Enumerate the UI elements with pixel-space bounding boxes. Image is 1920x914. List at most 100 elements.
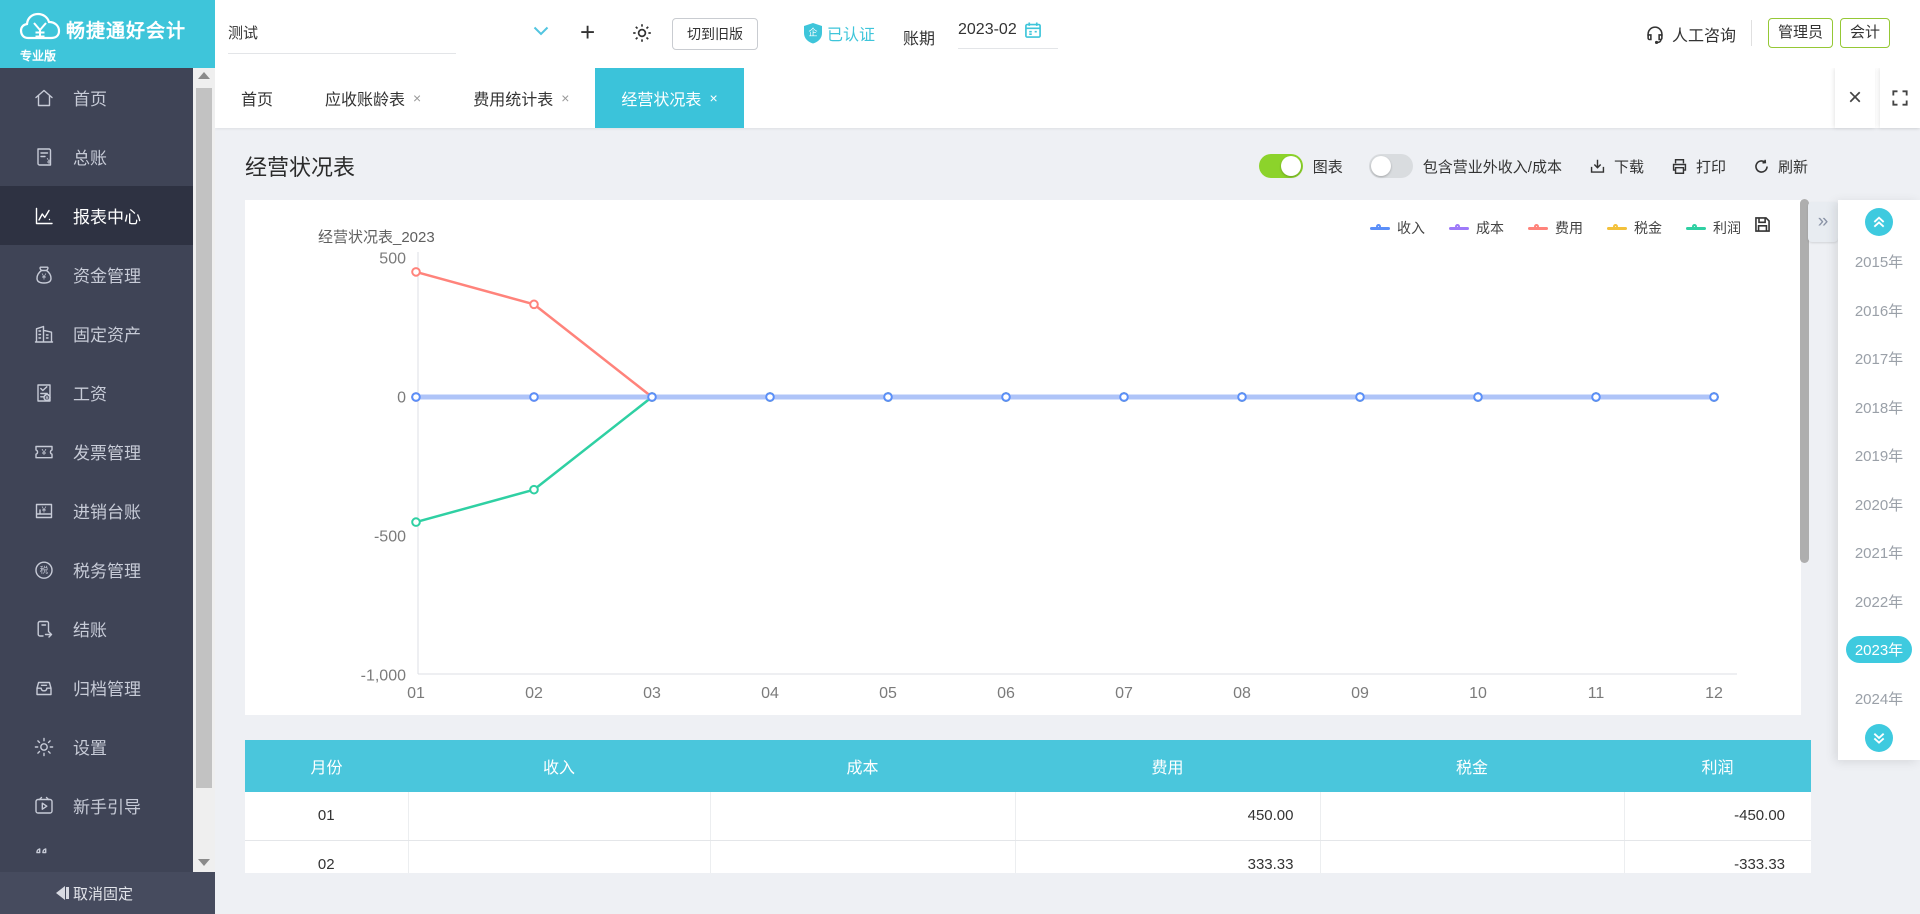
legend-item-费用[interactable]: 费用: [1528, 218, 1583, 238]
table-cell: -333.33: [1623, 840, 1811, 873]
add-account-set-button[interactable]: +: [580, 17, 596, 47]
sidebar-item-新手引导[interactable]: 新手引导: [0, 776, 193, 835]
collapse-year-panel-handle[interactable]: »: [1808, 202, 1838, 242]
year-item-2020年[interactable]: 2020年: [1854, 496, 1904, 514]
tab-bar: 首页 应收账龄表 × 费用统计表 × 经营状况表 ×: [215, 68, 1920, 128]
scroll-down-arrow-icon[interactable]: [198, 859, 210, 866]
calendar-icon[interactable]: [1023, 20, 1043, 40]
switch-to-old-version-button[interactable]: 切到旧版: [672, 18, 758, 50]
year-item-2015年[interactable]: 2015年: [1854, 254, 1904, 271]
settings-icon: [32, 735, 56, 759]
print-button[interactable]: 打印: [1670, 156, 1726, 177]
brand-edition: 专业版: [20, 49, 57, 63]
sidebar-item-总账[interactable]: ¥ 总账: [0, 127, 193, 186]
year-item-2021年[interactable]: 2021年: [1854, 545, 1904, 563]
tab-label: 经营状况表: [621, 92, 702, 109]
sidebar-item-label: 结账: [73, 621, 107, 640]
table-cell: [407, 792, 710, 841]
years-scroll-down-button[interactable]: [1865, 724, 1893, 752]
chart-toggle-label: 图表: [1312, 158, 1343, 176]
year-item-2019年[interactable]: 2019年: [1854, 448, 1904, 466]
asset-icon: [32, 322, 56, 346]
include-nonoperating-toggle[interactable]: [1368, 154, 1413, 178]
svg-text:¥: ¥: [41, 272, 47, 281]
role-badge-admin[interactable]: 管理员: [1768, 18, 1834, 48]
year-item-2024年[interactable]: 2024年: [1854, 690, 1904, 708]
tab-经营状况表[interactable]: 经营状况表 ×: [595, 68, 744, 128]
period-picker[interactable]: 2023-02: [958, 20, 1058, 49]
content-scrollbar-thumb[interactable]: [1800, 199, 1809, 563]
account-set-selector[interactable]: 测试: [228, 22, 456, 54]
sidebar-item-工资[interactable]: ¥ 工资: [0, 363, 193, 422]
chevron-down-icon[interactable]: [533, 26, 549, 36]
sidebar-item-发票管理[interactable]: ¥ 发票管理: [0, 422, 193, 481]
sidebar-scrollbar[interactable]: [193, 68, 215, 872]
legend-item-收入[interactable]: 收入: [1370, 218, 1425, 238]
page-title: 经营状况表: [245, 155, 356, 180]
sidebar-scrollbar-thumb[interactable]: [196, 88, 212, 788]
sidebar-item-设置[interactable]: 设置: [0, 717, 193, 776]
chart-toggle[interactable]: [1258, 154, 1303, 178]
fullscreen-button[interactable]: [1880, 68, 1920, 128]
sidebar-item-partial[interactable]: [0, 835, 193, 857]
sidebar-item-结账[interactable]: 结账: [0, 599, 193, 658]
sidebar-item-label: 资金管理: [73, 267, 141, 286]
year-item-2018年[interactable]: 2018年: [1854, 399, 1904, 417]
tab-close-icon[interactable]: ×: [561, 90, 570, 106]
sidebar-item-资金管理[interactable]: ¥ 资金管理: [0, 245, 193, 304]
tab-label: 应收账龄表: [325, 92, 406, 109]
save-chart-icon[interactable]: [1752, 214, 1773, 235]
svg-text:04: 04: [761, 685, 779, 702]
unpin-label: 取消固定: [73, 885, 134, 903]
table-row[interactable]: 02 333.33 -333.33: [245, 840, 1811, 873]
refresh-button[interactable]: 刷新: [1752, 156, 1808, 177]
year-item-2016年[interactable]: 2016年: [1854, 302, 1904, 320]
sidebar-item-label: 工资: [73, 385, 107, 404]
period-label: 账期: [903, 31, 936, 48]
sidebar-item-归档管理[interactable]: 归档管理: [0, 658, 193, 717]
years-scroll-up-button[interactable]: [1865, 208, 1893, 236]
close-tab-button[interactable]: ×: [1835, 68, 1875, 128]
human-support-link[interactable]: 人工咨询: [1644, 22, 1736, 46]
home-icon: [32, 86, 56, 110]
legend-item-利润[interactable]: 利润: [1686, 218, 1741, 238]
sidebar-item-进销台账[interactable]: ¥ 进销台账: [0, 481, 193, 540]
tab-首页[interactable]: 首页: [215, 68, 299, 128]
sidebar-item-label: 固定资产: [73, 326, 141, 345]
sidebar-item-首页[interactable]: 首页: [0, 68, 193, 127]
certified-badge: 企 已认证: [803, 21, 875, 45]
unpin-sidebar-button[interactable]: 取消固定: [0, 872, 215, 914]
tab-close-icon[interactable]: ×: [413, 90, 422, 106]
headset-icon: [1647, 26, 1663, 45]
year-item-2023年[interactable]: 2023年: [1845, 636, 1913, 664]
legend-item-成本[interactable]: 成本: [1449, 218, 1504, 238]
role-badge-accountant[interactable]: 会计: [1840, 18, 1891, 48]
download-button[interactable]: 下载: [1588, 156, 1644, 177]
sidebar-item-label: 总账: [73, 149, 107, 168]
salary-icon: ¥: [32, 381, 56, 405]
sidebar-item-报表中心[interactable]: 报表中心: [0, 186, 193, 245]
tax-icon: 税: [32, 558, 56, 582]
year-item-2017年[interactable]: 2017年: [1854, 351, 1904, 369]
legend-label: 利润: [1713, 220, 1741, 236]
period-value[interactable]: 2023-02: [958, 21, 1017, 38]
column-header-费用: 费用: [1015, 740, 1320, 792]
table-row[interactable]: 01 450.00 -450.00: [245, 792, 1811, 841]
year-item-2022年[interactable]: 2022年: [1854, 593, 1904, 611]
tab-应收账龄表[interactable]: 应收账龄表 ×: [299, 68, 447, 128]
legend-label: 费用: [1555, 220, 1583, 236]
svg-text:¥: ¥: [41, 446, 47, 456]
page-header-row: 经营状况表 图表 包含营业外收入/成本 下载 打印: [245, 128, 1890, 200]
scroll-up-arrow-icon[interactable]: [198, 72, 210, 79]
sidebar-item-税务管理[interactable]: 税 税务管理: [0, 540, 193, 599]
sidebar-item-固定资产[interactable]: 固定资产: [0, 304, 193, 363]
archive-icon: [32, 676, 56, 700]
main-content: 首页 应收账龄表 × 费用统计表 × 经营状况表 × × 经营状况表 图表 包含营业外收入/…: [215, 68, 1920, 914]
tab-费用统计表[interactable]: 费用统计表 ×: [447, 68, 595, 128]
tab-close-icon[interactable]: ×: [709, 90, 718, 106]
legend-item-税金[interactable]: 税金: [1607, 218, 1662, 238]
gear-icon[interactable]: [630, 21, 654, 45]
sidebar-nav: 首页 ¥ 总账 报表中心 ¥ 资金管理 固定资产 ¥ 工资 ¥ 发票管理 ¥ 进销台账税 税务管理 结账 归档…: [0, 68, 215, 914]
svg-text:05: 05: [879, 685, 897, 702]
